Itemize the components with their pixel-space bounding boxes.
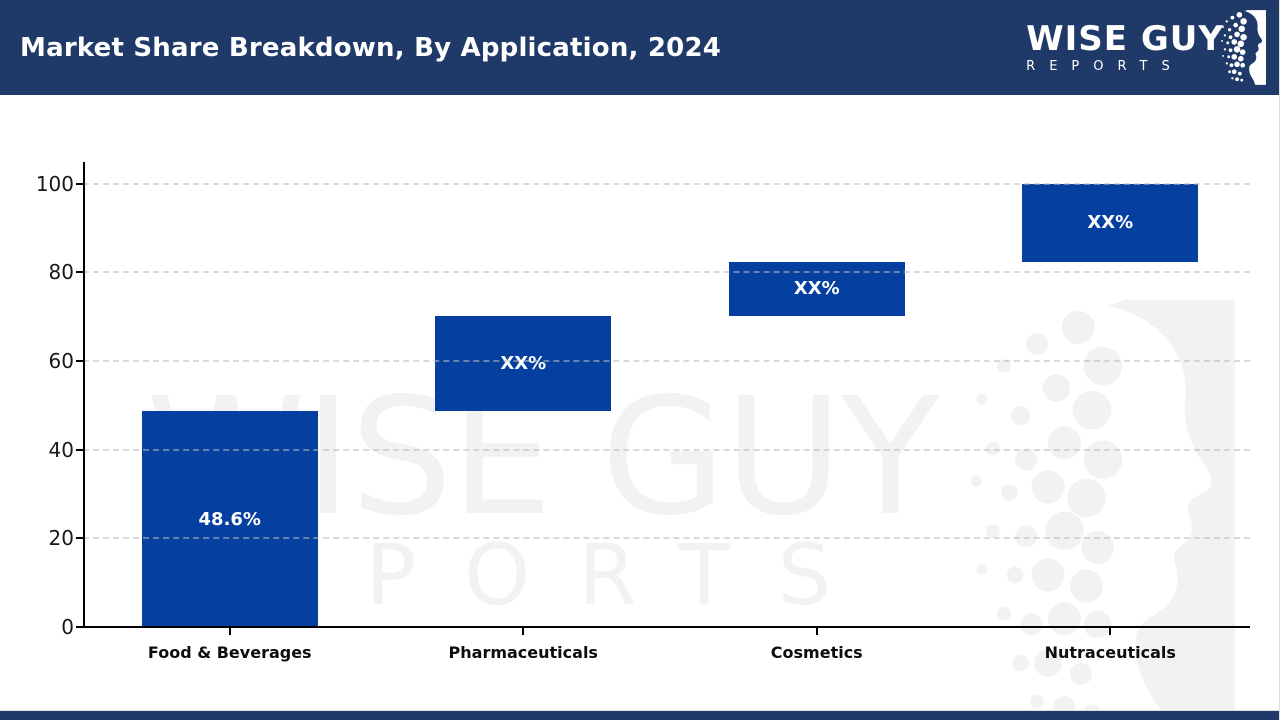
y-tick-60 [76, 359, 83, 362]
y-tick-label-80: 80 [48, 260, 74, 285]
bar-value-label-food-beverages: 48.6% [198, 508, 261, 530]
bar-value-label-nutraceuticals: XX% [1087, 212, 1134, 234]
x-tick-cosmetics [815, 628, 818, 635]
bar-food-beverages: 48.6% [141, 411, 318, 627]
y-tick-40 [76, 448, 83, 451]
y-tick-20 [76, 537, 83, 540]
x-axis-label-cosmetics: Cosmetics [770, 643, 863, 662]
y-tick-100 [76, 182, 83, 185]
gridline-20 [83, 537, 1250, 540]
header-bar: Market Share Breakdown, By Application, … [0, 0, 1280, 95]
x-axis-label-nutraceuticals: Nutraceuticals [1044, 643, 1176, 662]
gridline-100 [83, 182, 1250, 185]
gridline-40 [83, 448, 1250, 451]
x-tick-nutraceuticals [1109, 628, 1112, 635]
bar-pharmaceuticals: XX% [435, 316, 612, 412]
x-axis-label-food-beverages: Food & Beverages [147, 643, 312, 662]
brand-face-icon [1210, 10, 1266, 85]
y-tick-label-100: 100 [35, 171, 74, 196]
y-tick-80 [76, 271, 83, 274]
bar-cosmetics: XX% [728, 261, 905, 317]
x-tick-pharmaceuticals [522, 628, 525, 635]
footer-bar [0, 710, 1279, 720]
y-axis-line [83, 162, 85, 628]
y-tick-label-60: 60 [48, 348, 74, 373]
x-tick-food-beverages [228, 628, 231, 635]
y-tick-label-0: 0 [61, 615, 74, 639]
bar-value-label-pharmaceuticals: XX% [500, 353, 547, 375]
gridline-80 [83, 271, 1250, 274]
y-tick-label-40: 40 [48, 437, 74, 462]
brand-logo: WISE GUY REPORTS [1026, 10, 1280, 85]
y-tick-label-20: 20 [48, 526, 74, 551]
bar-value-label-cosmetics: XX% [793, 278, 840, 300]
chart-plot-area: WISE GUY REPORTS 0 20 40 60 80 100 48.6% Food &… [0, 95, 1279, 712]
gridline-60 [83, 359, 1250, 362]
x-axis-label-pharmaceuticals: Pharmaceuticals [448, 643, 598, 662]
bar-nutraceuticals: XX% [1022, 183, 1199, 262]
x-axis-line [83, 626, 1250, 628]
brand-subtitle: REPORTS [1026, 59, 1184, 74]
brand-logo-text: WISE GUY REPORTS [1026, 22, 1224, 73]
y-tick-0 [76, 626, 83, 628]
brand-name: WISE GUY [1026, 19, 1224, 59]
chart-title: Market Share Breakdown, By Application, … [20, 32, 722, 63]
